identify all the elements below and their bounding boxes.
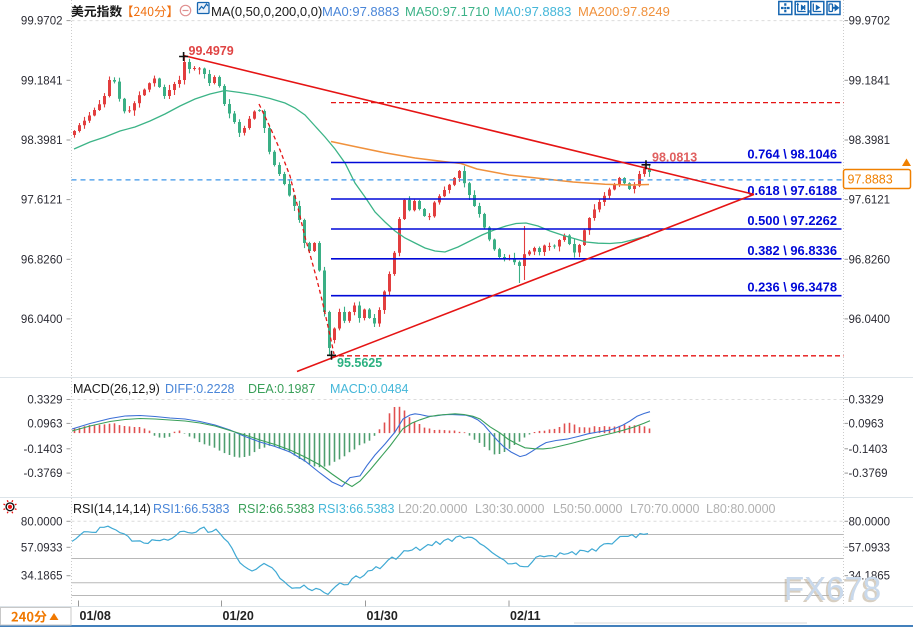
svg-text:99.4979: 99.4979 (189, 44, 234, 58)
svg-text:34.1865: 34.1865 (849, 571, 891, 583)
svg-text:FX678: FX678 (782, 572, 879, 609)
svg-text:99.1841: 99.1841 (849, 75, 891, 87)
svg-text:96.8260: 96.8260 (849, 254, 891, 266)
svg-text:L50:50.0000: L50:50.0000 (553, 502, 623, 516)
svg-text:0.3329: 0.3329 (849, 395, 884, 407)
svg-text:MACD(26,12,9): MACD(26,12,9) (73, 382, 160, 396)
svg-text:99.9702: 99.9702 (21, 16, 63, 28)
svg-text:01/30: 01/30 (367, 609, 398, 623)
svg-text:RSI(14,14,14): RSI(14,14,14) (73, 502, 151, 516)
svg-text:-0.3769: -0.3769 (23, 468, 62, 480)
svg-text:DIFF:0.2228: DIFF:0.2228 (165, 382, 235, 396)
svg-text:MA0:97.8883: MA0:97.8883 (322, 4, 399, 19)
svg-text:-0.3769: -0.3769 (849, 468, 888, 480)
svg-text:0.0963: 0.0963 (849, 418, 884, 430)
svg-text:RSI3:66.5383: RSI3:66.5383 (318, 502, 394, 516)
svg-text:01/20: 01/20 (223, 609, 254, 623)
svg-text:MA200:97.8249: MA200:97.8249 (578, 4, 670, 19)
svg-text:98.3981: 98.3981 (849, 135, 891, 147)
svg-text:99.1841: 99.1841 (21, 75, 63, 87)
svg-text:97.6121: 97.6121 (849, 195, 891, 207)
svg-text:L70:70.0000: L70:70.0000 (630, 502, 700, 516)
svg-text:57.0933: 57.0933 (849, 542, 891, 554)
svg-text:L80:80.0000: L80:80.0000 (706, 502, 776, 516)
svg-text:96.0400: 96.0400 (21, 314, 63, 326)
svg-text:0.0963: 0.0963 (27, 418, 62, 430)
svg-text:DEA:0.1987: DEA:0.1987 (248, 382, 315, 396)
svg-text:80.0000: 80.0000 (849, 516, 891, 528)
svg-text:99.9702: 99.9702 (849, 16, 891, 28)
svg-text:0.236 \ 96.3478: 0.236 \ 96.3478 (747, 280, 837, 295)
svg-text:96.0400: 96.0400 (849, 314, 891, 326)
svg-text:L20:20.0000: L20:20.0000 (398, 502, 468, 516)
svg-text:57.0933: 57.0933 (21, 542, 63, 554)
svg-text:34.1865: 34.1865 (21, 571, 63, 583)
svg-text:RSI1:66.5383: RSI1:66.5383 (153, 502, 229, 516)
svg-text:FX678: FX678 (784, 570, 881, 607)
svg-text:MACD:0.0484: MACD:0.0484 (330, 382, 409, 396)
svg-text:96.8260: 96.8260 (21, 254, 63, 266)
svg-text:97.8883: 97.8883 (848, 173, 893, 187)
svg-text:L30:30.0000: L30:30.0000 (475, 502, 545, 516)
svg-text:97.6121: 97.6121 (21, 195, 63, 207)
svg-text:0.3329: 0.3329 (27, 395, 62, 407)
svg-text:MA0:97.8883: MA0:97.8883 (494, 4, 571, 19)
svg-text:0.618 \ 97.6188: 0.618 \ 97.6188 (747, 183, 837, 198)
svg-text:95.5625: 95.5625 (337, 356, 382, 370)
svg-text:80.0000: 80.0000 (21, 516, 63, 528)
svg-text:0.382 \ 96.8336: 0.382 \ 96.8336 (747, 243, 837, 258)
svg-text:-0.1403: -0.1403 (849, 444, 888, 456)
svg-text:MA50:97.1710: MA50:97.1710 (405, 4, 490, 19)
svg-text:RSI2:66.5383: RSI2:66.5383 (238, 502, 314, 516)
svg-text:0.500 \ 97.2262: 0.500 \ 97.2262 (747, 213, 837, 228)
svg-text:98.3981: 98.3981 (21, 135, 63, 147)
svg-text:01/08: 01/08 (80, 609, 111, 623)
svg-text:0.764 \ 98.1046: 0.764 \ 98.1046 (747, 147, 837, 162)
svg-text:-0.1403: -0.1403 (23, 444, 62, 456)
svg-text:98.0813: 98.0813 (652, 151, 697, 165)
svg-text:MA(0,50,0,200,0,0): MA(0,50,0,200,0,0) (211, 4, 322, 19)
svg-text:02/11: 02/11 (510, 609, 541, 623)
